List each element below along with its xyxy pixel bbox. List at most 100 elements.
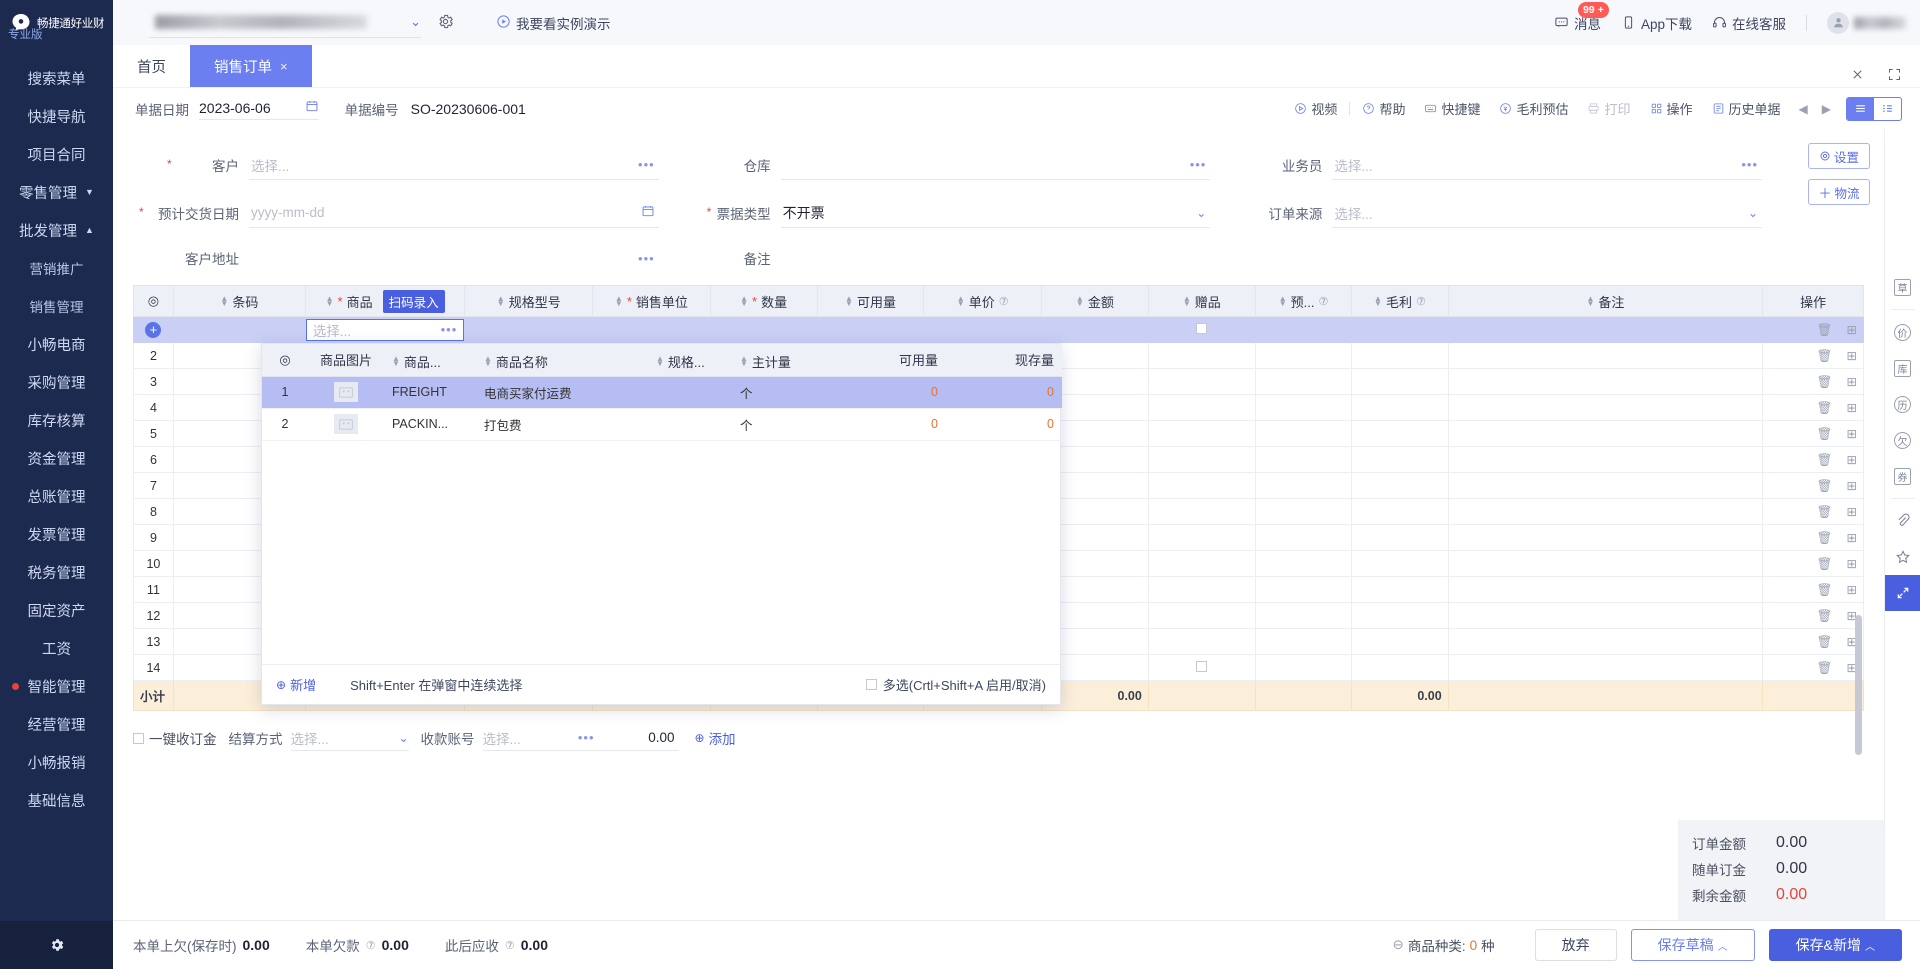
popup-col-6[interactable]: 可用量 bbox=[828, 344, 946, 377]
doc-action-money-circle[interactable]: 毛利预估 bbox=[1490, 99, 1577, 118]
sidebar-item-4[interactable]: 批发管理 ▲ bbox=[0, 211, 113, 249]
delete-row-icon[interactable]: 🗑 bbox=[1816, 322, 1833, 337]
settle-amount-input[interactable]: 0.00 bbox=[594, 725, 679, 751]
popup-col-3[interactable]: ▲ ▼ 商品名称 bbox=[476, 344, 648, 377]
delete-row-icon[interactable]: 🗑 bbox=[1816, 660, 1833, 675]
more-icon[interactable]: ••• bbox=[440, 322, 458, 337]
popup-col-7[interactable]: 现存量 bbox=[946, 344, 1062, 377]
delete-row-icon[interactable]: 🗑 bbox=[1816, 582, 1833, 597]
onekey-deposit-checkbox[interactable]: 一键收订金 bbox=[133, 728, 217, 748]
popup-col-2[interactable]: ▲ ▼ 商品... bbox=[384, 344, 476, 377]
cell-profit[interactable] bbox=[1351, 524, 1449, 551]
cell-profit[interactable] bbox=[1351, 342, 1449, 369]
scan-entry-button[interactable]: 扫码录入 bbox=[382, 289, 445, 313]
doc-date-field[interactable]: 2023-06-06 bbox=[199, 97, 319, 120]
cell-product[interactable]: 选择... ••• bbox=[304, 316, 466, 343]
company-selector[interactable]: ⌄ bbox=[149, 8, 421, 38]
cell-amount[interactable] bbox=[1040, 316, 1149, 343]
popup-col-0[interactable]: ◎ bbox=[262, 344, 308, 377]
sidebar-item-16[interactable]: 智能管理 bbox=[0, 667, 113, 705]
field-order-source[interactable]: 订单来源 选择... ⌄ bbox=[1236, 198, 1788, 228]
cell-barcode[interactable] bbox=[172, 316, 306, 343]
grid-col-8[interactable]: ▲ ▼ 金额 bbox=[1040, 285, 1149, 317]
scrollbar-thumb[interactable] bbox=[1855, 615, 1862, 755]
field-customer-input[interactable]: 选择... ••• bbox=[249, 150, 659, 180]
gift-checkbox[interactable] bbox=[1196, 322, 1208, 334]
sidebar-item-11[interactable]: 总账管理 bbox=[0, 477, 113, 515]
user-menu[interactable] bbox=[1827, 11, 1906, 34]
cell-remark[interactable] bbox=[1447, 654, 1764, 681]
settle-account-select[interactable]: 选择... ••• bbox=[482, 725, 595, 751]
copy-row-icon[interactable]: ⊞ bbox=[1846, 608, 1857, 623]
expand-icon[interactable] bbox=[1884, 575, 1920, 611]
cell-profit[interactable] bbox=[1351, 446, 1449, 473]
prev-record-icon[interactable]: ◀ bbox=[1798, 101, 1808, 116]
doc-action-play-circle[interactable]: 视频 bbox=[1285, 99, 1346, 118]
grid-col-10[interactable]: ▲ ▼ 预... ⑦ bbox=[1254, 285, 1353, 317]
history-icon[interactable]: 历 bbox=[1885, 386, 1920, 422]
sort-icon[interactable]: ▲ ▼ bbox=[740, 294, 748, 308]
popup-multiselect[interactable]: 多选(Crtl+Shift+A 启用/取消) bbox=[865, 675, 1046, 694]
field-customer-address[interactable]: 客户地址 ••• bbox=[133, 243, 685, 273]
cell-profit[interactable] bbox=[1351, 394, 1449, 421]
settle-add-button[interactable]: ⊕ 添加 bbox=[695, 728, 736, 748]
settle-method-select[interactable]: 选择... ⌄ bbox=[290, 725, 409, 751]
cell-estimate[interactable] bbox=[1254, 498, 1353, 525]
copy-row-icon[interactable]: ⊞ bbox=[1846, 426, 1857, 441]
copy-row-icon[interactable]: ⊞ bbox=[1846, 322, 1857, 337]
copy-row-icon[interactable]: ⊞ bbox=[1846, 478, 1857, 493]
sort-icon[interactable]: ▲ ▼ bbox=[740, 354, 748, 368]
grid-col-4[interactable]: ▲ ▼ * 销售单位 bbox=[592, 285, 711, 317]
field-invoice-type[interactable]: * 票据类型 不开票 ⌄ bbox=[685, 198, 1237, 228]
sort-icon[interactable]: ▲ ▼ bbox=[1374, 294, 1382, 308]
multiselect-checkbox[interactable] bbox=[865, 679, 877, 690]
sort-icon[interactable]: ▲ ▼ bbox=[220, 294, 229, 308]
cell-gift[interactable] bbox=[1147, 368, 1256, 395]
draft-icon[interactable]: 草 bbox=[1885, 269, 1920, 305]
sort-icon[interactable]: ▲ ▼ bbox=[1278, 294, 1287, 308]
cell-profit[interactable] bbox=[1351, 628, 1449, 655]
cell-profit[interactable] bbox=[1351, 472, 1449, 499]
cell-remark[interactable] bbox=[1447, 394, 1764, 421]
sort-icon[interactable]: ▲ ▼ bbox=[484, 354, 492, 368]
card-view-icon[interactable] bbox=[1874, 98, 1901, 120]
grid-col-6[interactable]: ▲ ▼ 可用量 bbox=[816, 285, 925, 317]
sidebar-item-19[interactable]: 基础信息 bbox=[0, 781, 113, 819]
delete-row-icon[interactable]: 🗑 bbox=[1816, 374, 1833, 389]
table-row[interactable]: + 选择... ••• 🗑 ⊞ bbox=[133, 316, 1864, 343]
popup-col-1[interactable]: 商品图片 bbox=[308, 344, 384, 377]
popup-settings-icon[interactable]: ◎ bbox=[279, 351, 291, 367]
cell-estimate[interactable] bbox=[1254, 446, 1353, 473]
help-icon[interactable]: ⑦ bbox=[998, 295, 1009, 308]
field-customer[interactable]: * 客户 选择... ••• bbox=[133, 150, 685, 180]
field-salesperson[interactable]: 业务员 选择... ••• bbox=[1236, 150, 1788, 180]
doc-action-keyboard[interactable]: 快捷键 bbox=[1415, 99, 1489, 118]
cell-remark[interactable] bbox=[1447, 342, 1764, 369]
grid-col-12[interactable]: ▲ ▼ 备注 bbox=[1447, 285, 1764, 317]
app-download-button[interactable]: App下载 bbox=[1621, 13, 1692, 33]
demo-link[interactable]: 我要看实例演示 bbox=[496, 13, 611, 33]
field-delivery-date-input[interactable]: yyyy-mm-dd bbox=[249, 198, 659, 228]
add-row-button[interactable]: + bbox=[145, 321, 162, 338]
product-input[interactable]: 选择... ••• bbox=[305, 318, 465, 341]
field-invoice-type-select[interactable]: 不开票 ⌄ bbox=[780, 198, 1211, 228]
sidebar-item-8[interactable]: 采购管理 bbox=[0, 363, 113, 401]
popup-col-4[interactable]: ▲ ▼ 规格... bbox=[648, 344, 732, 377]
sort-icon[interactable]: ▲ ▼ bbox=[1182, 294, 1191, 308]
cell-estimate[interactable] bbox=[1254, 316, 1353, 343]
cell-price[interactable] bbox=[923, 316, 1042, 343]
cell-gift[interactable] bbox=[1147, 628, 1256, 655]
copy-row-icon[interactable]: ⊞ bbox=[1846, 582, 1857, 597]
grid-col-3[interactable]: ▲ ▼ 规格型号 bbox=[464, 285, 594, 317]
delete-row-icon[interactable]: 🗑 bbox=[1816, 608, 1833, 623]
cell-estimate[interactable] bbox=[1254, 576, 1353, 603]
more-icon[interactable]: ••• bbox=[638, 250, 655, 266]
attachment-icon[interactable] bbox=[1885, 503, 1920, 539]
online-service-button[interactable]: 在线客服 bbox=[1712, 13, 1786, 33]
sidebar-item-2[interactable]: 项目合同 bbox=[0, 135, 113, 173]
delete-row-icon[interactable]: 🗑 bbox=[1816, 452, 1833, 467]
save-draft-button[interactable]: 保存草稿 ︿ bbox=[1630, 929, 1755, 961]
cell-spec[interactable] bbox=[464, 316, 594, 343]
cell-estimate[interactable] bbox=[1254, 524, 1353, 551]
field-customer-address-input[interactable]: ••• bbox=[249, 243, 659, 273]
